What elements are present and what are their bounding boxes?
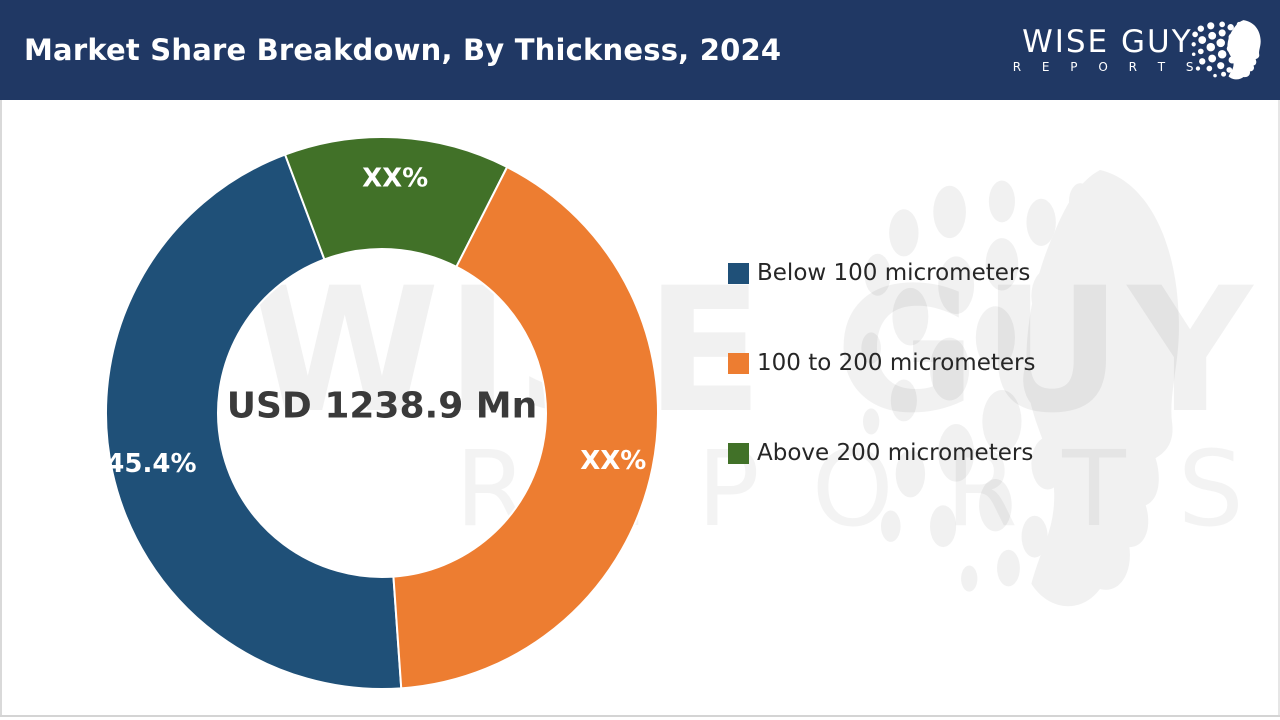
legend-label: 100 to 200 micrometers xyxy=(757,350,1036,376)
donut-chart: 45.4% XX% XX% xyxy=(105,136,660,690)
slice-percent-label: 45.4% xyxy=(106,449,196,479)
slice-percent-label: XX% xyxy=(362,163,428,193)
legend-swatch xyxy=(728,262,749,284)
logo-wordmark: WISE GUY xyxy=(1022,23,1193,60)
legend-swatch xyxy=(728,442,749,464)
watermark-face-dots-icon xyxy=(861,170,1179,607)
wise-guy-logo: WISE GUY R E P O R T S xyxy=(1013,9,1262,91)
legend-label: Above 200 micrometers xyxy=(757,440,1034,466)
legend-item-100-to-200: 100 to 200 micrometers xyxy=(728,350,1035,376)
legend-label: Below 100 micrometers xyxy=(757,260,1031,286)
logo-subtext: R E P O R T S xyxy=(1012,60,1202,75)
frame-border-left xyxy=(0,100,2,717)
page-title: Market Share Breakdown, By Thickness, 20… xyxy=(24,33,782,67)
legend-swatch xyxy=(728,352,749,374)
legend-item-below-100: Below 100 micrometers xyxy=(728,260,1030,286)
donut-slice xyxy=(105,153,403,690)
header-bar: Market Share Breakdown, By Thickness, 20… xyxy=(0,0,1280,100)
frame-border-bottom xyxy=(0,715,1280,717)
slice-percent-label: XX% xyxy=(580,446,646,476)
donut-center-value: USD 1238.9 Mn xyxy=(226,385,538,427)
legend-item-above-200: Above 200 micrometers xyxy=(728,440,1033,466)
donut-slice xyxy=(392,165,660,690)
logo-face-dots-icon xyxy=(1191,20,1261,80)
frame-border-right xyxy=(1278,100,1280,717)
